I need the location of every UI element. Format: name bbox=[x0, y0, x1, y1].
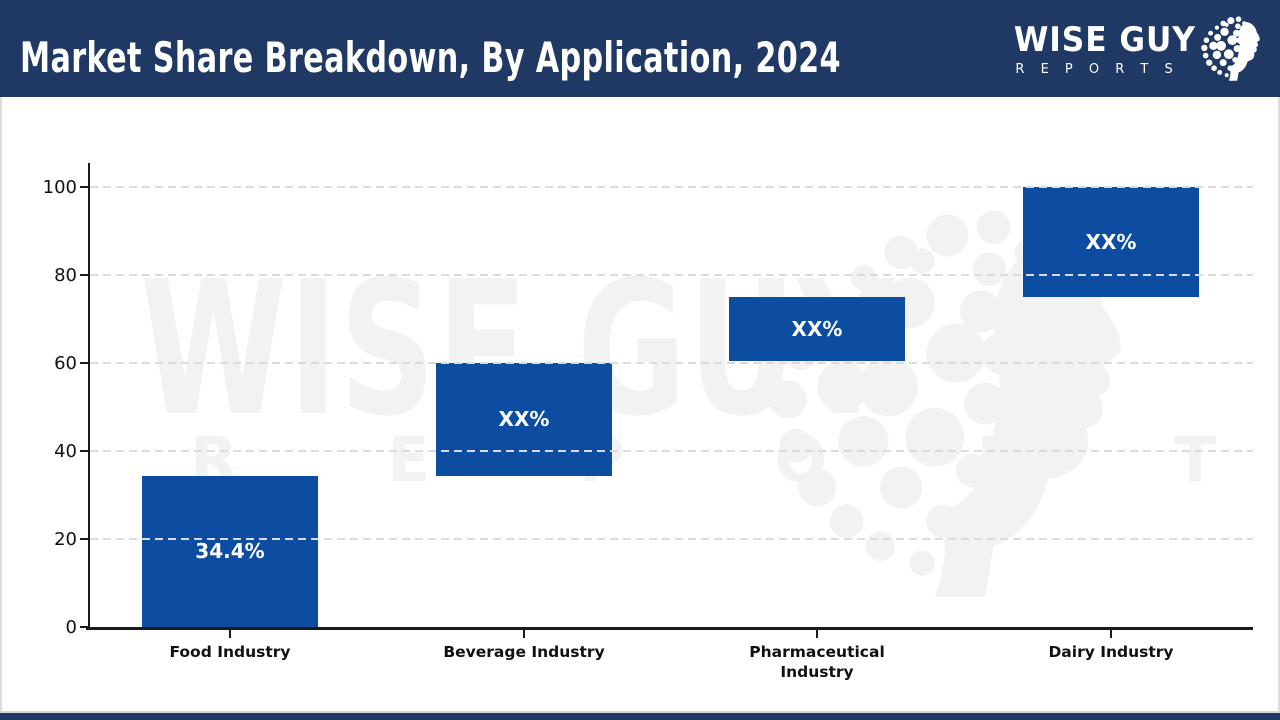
wiseguy-logo: WISE GUY R E P O R T S bbox=[1014, 6, 1268, 92]
x-category-label: Beverage Industry bbox=[443, 643, 605, 661]
y-tick-20 bbox=[80, 538, 88, 540]
bar-value-label: XX% bbox=[1085, 230, 1137, 254]
bar-value-label: XX% bbox=[791, 316, 843, 341]
y-tick-label-40: 40 bbox=[54, 441, 77, 462]
plot-area: WISE GUY R E P O R T S 34.4%XX%XX%XX%020… bbox=[0, 97, 1280, 713]
x-category-label: Dairy Industry bbox=[1048, 643, 1174, 661]
page-border-left bbox=[0, 97, 2, 713]
y-tick-40 bbox=[80, 450, 88, 452]
footer-bar bbox=[0, 711, 1280, 720]
gridline-100 bbox=[90, 186, 1253, 188]
gridline-20 bbox=[90, 538, 1253, 540]
gridline-40 bbox=[90, 450, 1253, 452]
bar-value-label: XX% bbox=[498, 407, 550, 432]
x-tick-2 bbox=[523, 630, 525, 638]
x-tick-4 bbox=[1110, 630, 1112, 638]
gridline-60 bbox=[90, 362, 1253, 364]
y-tick-label-80: 80 bbox=[54, 265, 77, 286]
bar-value-label: 34.4% bbox=[195, 539, 265, 564]
bar-dairy-industry: XX% bbox=[1023, 187, 1199, 297]
logo-wordmark-text: WISE GUY bbox=[1013, 20, 1196, 60]
y-tick-0 bbox=[80, 626, 88, 628]
logo-wordmark: WISE GUY R E P O R T S bbox=[998, 20, 1196, 77]
bar-pharmaceutical-industry: XX% bbox=[729, 297, 905, 361]
y-tick-80 bbox=[80, 274, 88, 276]
y-axis-line bbox=[88, 163, 90, 629]
y-tick-label-60: 60 bbox=[54, 353, 77, 374]
x-tick-3 bbox=[816, 630, 818, 638]
y-tick-100 bbox=[80, 186, 88, 188]
x-tick-1 bbox=[229, 630, 231, 638]
y-tick-label-20: 20 bbox=[54, 529, 77, 550]
y-tick-label-0: 0 bbox=[65, 617, 77, 638]
logo-subtext: R E P O R T S bbox=[1015, 62, 1179, 77]
x-category-label: Pharmaceutical Industry bbox=[749, 643, 885, 682]
bar-beverage-industry: XX% bbox=[436, 363, 612, 476]
page-border-right bbox=[1278, 97, 1280, 713]
chart-header: Market Share Breakdown, By Application, … bbox=[0, 0, 1280, 97]
logo-head-icon bbox=[1198, 10, 1268, 90]
bar-food-industry: 34.4% bbox=[142, 475, 318, 627]
x-axis-line bbox=[86, 627, 1253, 630]
y-tick-60 bbox=[80, 362, 88, 364]
watermark-subtext: R E P O R T S bbox=[190, 423, 1280, 496]
gridline-80 bbox=[90, 274, 1253, 276]
y-tick-label-100: 100 bbox=[42, 177, 77, 198]
page-title: Market Share Breakdown, By Application, … bbox=[20, 33, 841, 82]
x-category-label: Food Industry bbox=[169, 643, 291, 661]
